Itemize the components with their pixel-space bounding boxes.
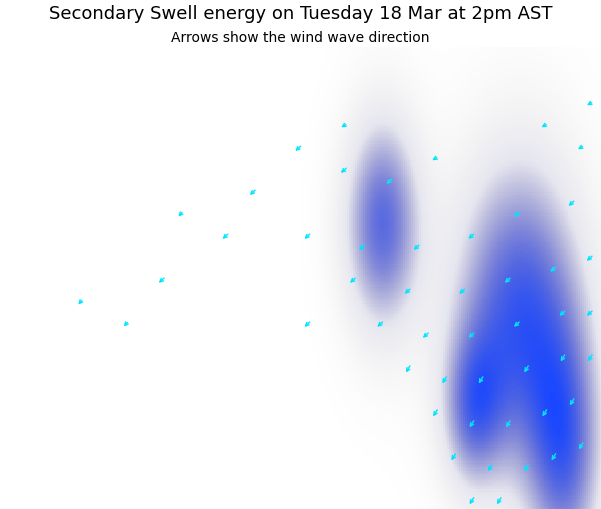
Text: Secondary Swell energy on Tuesday 18 Mar at 2pm AST: Secondary Swell energy on Tuesday 18 Mar…	[49, 5, 552, 22]
Text: Arrows show the wind wave direction: Arrows show the wind wave direction	[171, 31, 430, 45]
